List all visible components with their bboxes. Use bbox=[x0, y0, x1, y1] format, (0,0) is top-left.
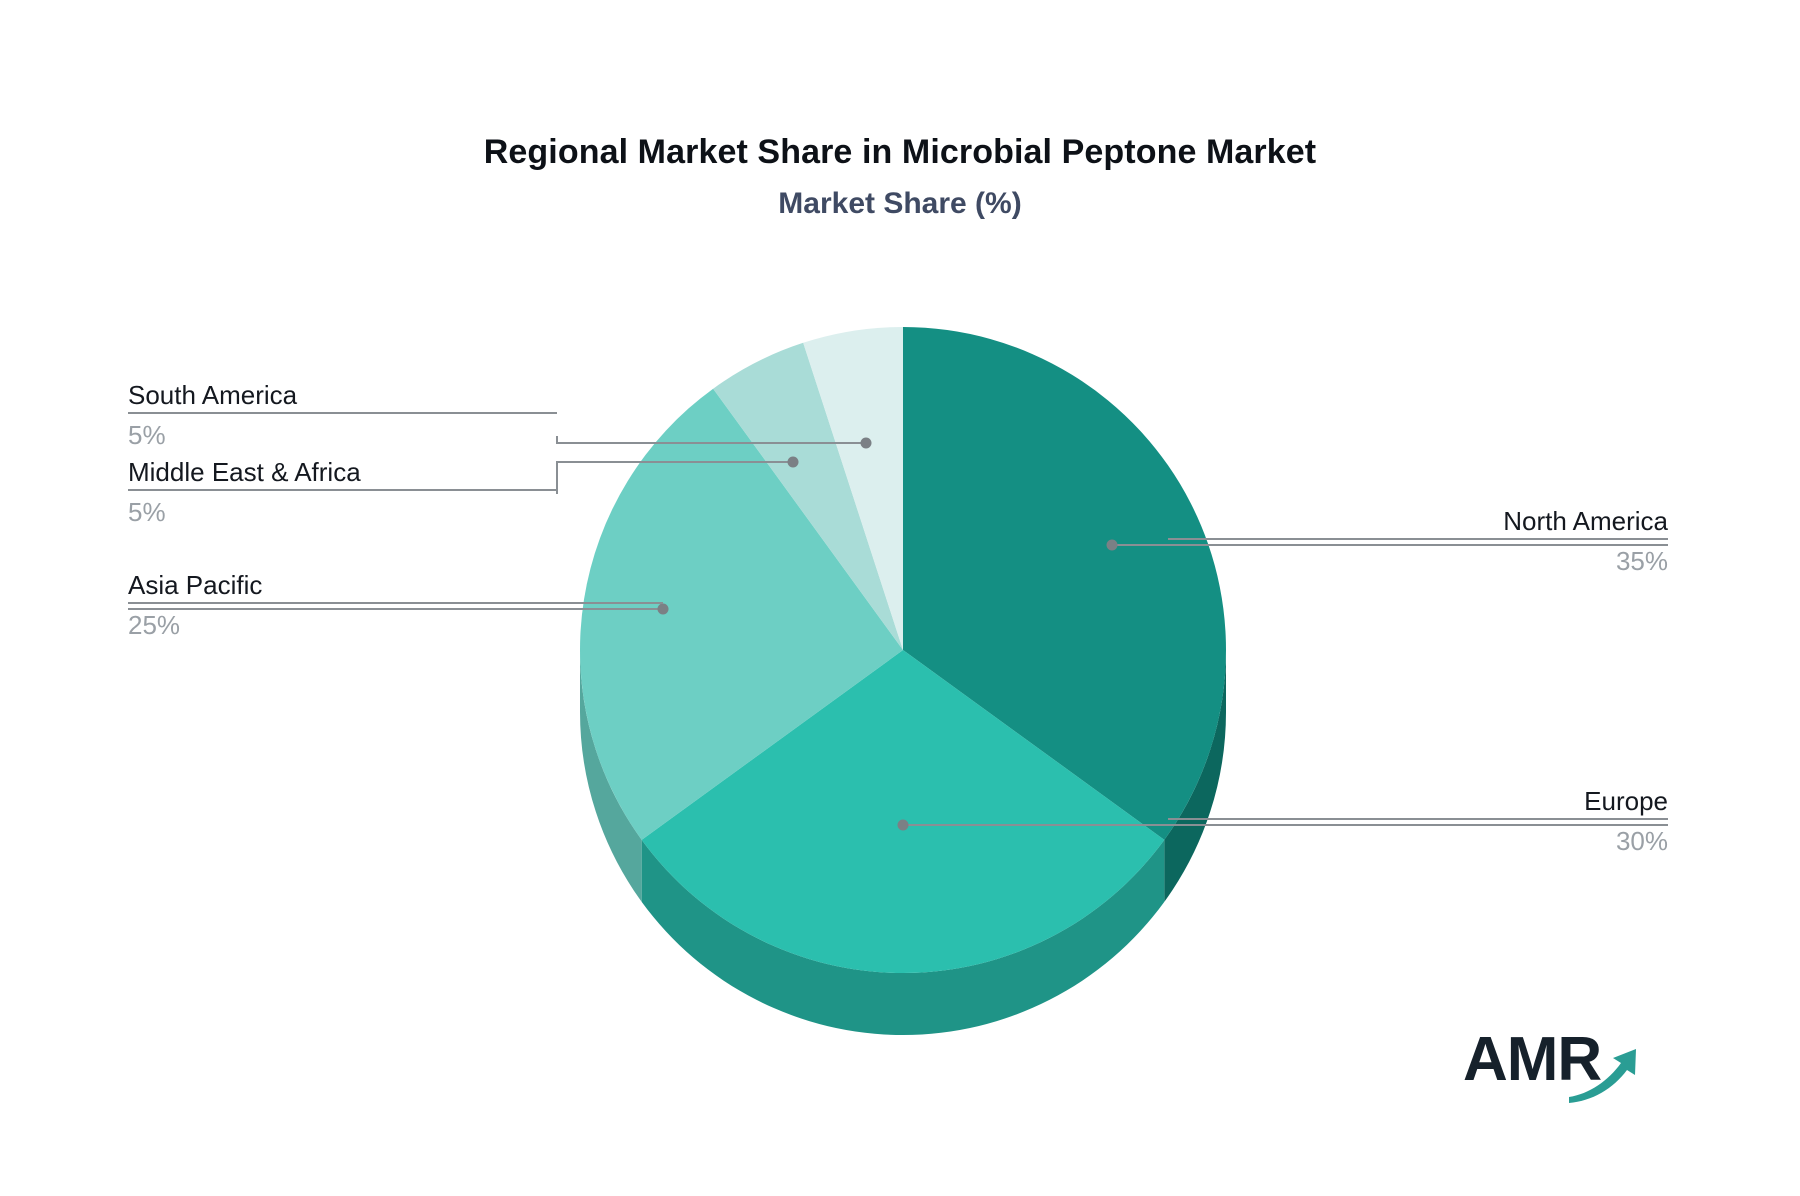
pie-slice-europe[interactable] bbox=[641, 650, 1165, 973]
pie-slice-north-america[interactable] bbox=[903, 327, 1226, 840]
callout-value-middle-east-africa: 5% bbox=[128, 497, 166, 527]
pie-side-north-america bbox=[1164, 650, 1226, 902]
pie-3d-sides bbox=[580, 650, 1226, 1035]
arrow-up-right-icon bbox=[1569, 1049, 1636, 1103]
leader-dot-europe bbox=[897, 819, 909, 831]
callout-north-america[interactable]: North America 35% bbox=[1168, 504, 1668, 578]
arrow-shape bbox=[1569, 1049, 1636, 1103]
callout-label-europe: Europe bbox=[1584, 786, 1668, 816]
callout-rule-europe bbox=[1168, 818, 1668, 820]
pie-slice-south-america[interactable] bbox=[803, 327, 903, 650]
callout-label-asia-pacific: Asia Pacific bbox=[128, 570, 263, 600]
callout-rule-north-america bbox=[1168, 538, 1668, 540]
callout-label-middle-east-africa: Middle East & Africa bbox=[128, 457, 361, 487]
callout-label-north-america: North America bbox=[1503, 506, 1668, 536]
chart-subtitle: Market Share (%) bbox=[778, 187, 1022, 220]
leader-dot-south-america bbox=[860, 437, 872, 449]
callout-south-america[interactable]: South America 5% bbox=[128, 378, 557, 452]
callout-value-europe: 30% bbox=[1615, 826, 1668, 856]
leader-dot-asia-pacific bbox=[657, 603, 669, 615]
callout-rule-asia-pacific bbox=[128, 602, 663, 604]
callout-europe[interactable]: Europe 30% bbox=[1168, 784, 1668, 858]
callout-rule-middle-east-africa bbox=[128, 489, 557, 491]
pie-slices bbox=[580, 327, 1226, 973]
callout-label-south-america: South America bbox=[128, 380, 298, 410]
callout-value-south-america: 5% bbox=[128, 420, 166, 450]
callout-asia-pacific[interactable]: Asia Pacific 25% bbox=[128, 568, 663, 642]
leader-dot-north-america bbox=[1106, 539, 1118, 551]
leader-path-south-america bbox=[556, 436, 866, 444]
pie-slice-middle-east-africa[interactable] bbox=[713, 342, 903, 650]
callout-rule-south-america bbox=[128, 412, 557, 414]
amr-logo-text: AMR bbox=[1463, 1025, 1602, 1094]
leader-dot-middle-east-africa bbox=[787, 456, 799, 468]
amr-logo: AMR bbox=[1463, 1025, 1643, 1105]
pie-side-asia-pacific bbox=[580, 650, 642, 902]
callout-value-north-america: 35% bbox=[1615, 546, 1668, 576]
pie-slice-asia-pacific[interactable] bbox=[580, 388, 903, 840]
callout-middle-east-africa[interactable]: Middle East & Africa 5% bbox=[128, 455, 557, 529]
leader-path-middle-east-africa bbox=[556, 461, 793, 494]
chart-title: Regional Market Share in Microbial Pepto… bbox=[483, 133, 1317, 171]
pie-side-europe bbox=[641, 839, 1165, 1035]
callout-value-asia-pacific: 25% bbox=[128, 610, 181, 640]
